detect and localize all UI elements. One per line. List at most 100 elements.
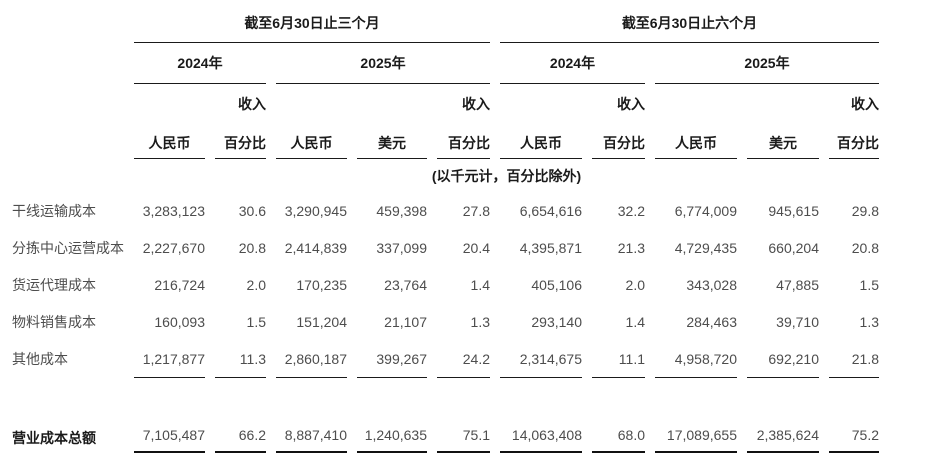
cell-value: 3,283,123	[142, 202, 205, 219]
section-title-six-months: 截至6月30日止六个月	[500, 4, 879, 43]
spacer-cell	[357, 84, 427, 116]
total-cell-value: 17,089,655	[655, 418, 737, 453]
cell-value: 2.0	[625, 276, 645, 293]
cell-value: 1,217,877	[134, 340, 205, 378]
col-header-pct: 百分比	[437, 116, 490, 159]
cell-value: 2,227,670	[142, 239, 205, 256]
total-cell-value: 2,385,624	[747, 418, 819, 453]
total-cell-value: 68.0	[592, 418, 645, 453]
cell-value: 4,958,720	[655, 340, 737, 378]
spacer-cell	[12, 159, 124, 192]
column-header-row: 人民币 百分比 人民币 美元 百分比 人民币 百分比 人民币 美元 百分比	[12, 116, 879, 159]
revenue-subheader-row: 收入 收入 收入 收入	[12, 84, 879, 116]
cell-value: 399,267	[357, 340, 427, 378]
year-2024-6m: 2024年	[500, 43, 645, 84]
cell-value: 20.8	[238, 239, 266, 256]
cell-value: 21.8	[829, 340, 879, 378]
table-row: 分拣中心运营成本 2,227,670 20.8 2,414,839 337,09…	[12, 229, 879, 266]
cell-value: 29.8	[851, 202, 879, 219]
row-label: 干线运输成本	[12, 202, 96, 219]
cell-value: 692,210	[747, 340, 819, 378]
total-cell-value: 66.2	[215, 418, 266, 453]
cell-value: 20.8	[851, 239, 879, 256]
col-header-pct: 百分比	[592, 116, 645, 159]
total-cell-value: 75.1	[437, 418, 490, 453]
total-cell-value: 7,105,487	[134, 418, 205, 453]
cell-value: 2,414,839	[284, 239, 347, 256]
row-label: 物料销售成本	[12, 313, 96, 330]
cell-value: 39,710	[776, 313, 819, 330]
cell-value: 1.3	[859, 313, 879, 330]
revenue-label: 收入	[238, 96, 266, 112]
col-header-usd: 美元	[747, 116, 819, 159]
table-row: 物料销售成本 160,093 1.5 151,204 21,107 1.3 29…	[12, 303, 879, 340]
cell-value: 293,140	[531, 313, 582, 330]
table-row: 干线运输成本 3,283,123 30.6 3,290,945 459,398 …	[12, 192, 879, 229]
col-header-rmb: 人民币	[500, 116, 582, 159]
year-2025-6m: 2025年	[655, 43, 879, 84]
spacer-cell	[12, 84, 124, 116]
cell-value: 21.3	[617, 239, 645, 256]
spacer-cell	[655, 84, 737, 116]
cell-value: 1.5	[859, 276, 879, 293]
cell-value: 23,764	[384, 276, 427, 293]
cell-value: 1.3	[470, 313, 490, 330]
cell-value: 1.5	[246, 313, 266, 330]
col-header-pct: 百分比	[829, 116, 879, 159]
year-2024-3m: 2024年	[134, 43, 266, 84]
cell-value: 6,654,616	[519, 202, 582, 219]
total-row: 营业成本总额 7,105,487 66.2 8,887,410 1,240,63…	[12, 418, 879, 453]
col-header-rmb: 人民币	[655, 116, 737, 159]
cell-value: 337,099	[376, 239, 427, 256]
unit-note-row: (以千元计，百分比除外)	[12, 159, 879, 192]
total-cell-value: 1,240,635	[357, 418, 427, 453]
table-row: 其他成本 1,217,877 11.3 2,860,187 399,267 24…	[12, 340, 879, 378]
total-cell-value: 75.2	[829, 418, 879, 453]
col-header-rmb: 人民币	[276, 116, 347, 159]
cell-value: 405,106	[531, 276, 582, 293]
cell-value: 4,729,435	[674, 239, 737, 256]
cell-value: 1.4	[470, 276, 490, 293]
cell-value: 284,463	[686, 313, 737, 330]
spacer-cell	[747, 84, 819, 116]
cell-value: 170,235	[296, 276, 347, 293]
revenue-label: 收入	[462, 96, 490, 112]
corner-cell	[12, 4, 124, 43]
cell-value: 32.2	[617, 202, 645, 219]
total-cell-value: 8,887,410	[276, 418, 347, 453]
table-row: 货运代理成本 216,724 2.0 170,235 23,764 1.4 40…	[12, 266, 879, 303]
cell-value: 47,885	[776, 276, 819, 293]
cell-value: 2,314,675	[500, 340, 582, 378]
section-title-three-months: 截至6月30日止三个月	[134, 4, 490, 43]
col-header-pct: 百分比	[215, 116, 266, 159]
cell-value: 216,724	[154, 276, 205, 293]
spacer-cell	[134, 84, 205, 116]
row-label: 其他成本	[12, 351, 68, 367]
spacer-cell	[276, 84, 347, 116]
cell-value: 30.6	[238, 202, 266, 219]
spacer-cell	[500, 84, 582, 116]
col-header-rmb: 人民币	[134, 116, 205, 159]
cell-value: 945,615	[768, 202, 819, 219]
cell-value: 3,290,945	[284, 202, 347, 219]
cell-value: 160,093	[154, 313, 205, 330]
cell-value: 27.8	[462, 202, 490, 219]
revenue-label: 收入	[617, 96, 645, 112]
cell-value: 6,774,009	[674, 202, 737, 219]
cell-value: 11.3	[215, 340, 266, 378]
cell-value: 343,028	[686, 276, 737, 293]
year-2025-3m: 2025年	[276, 43, 490, 84]
year-header-row: 2024年 2025年 2024年 2025年	[12, 43, 879, 84]
total-cell-value: 14,063,408	[500, 418, 582, 453]
cell-value: 2.0	[246, 276, 266, 293]
cell-value: 11.1	[592, 340, 645, 378]
cell-value: 2,860,187	[276, 340, 347, 378]
row-label: 货运代理成本	[12, 276, 96, 293]
spacer-cell	[12, 116, 124, 159]
spacer-cell	[12, 43, 124, 84]
spacer-row	[12, 378, 879, 418]
col-header-usd: 美元	[357, 116, 427, 159]
cell-value: 21,107	[384, 313, 427, 330]
total-row-label: 营业成本总额	[12, 429, 96, 446]
cell-value: 24.2	[437, 340, 490, 378]
